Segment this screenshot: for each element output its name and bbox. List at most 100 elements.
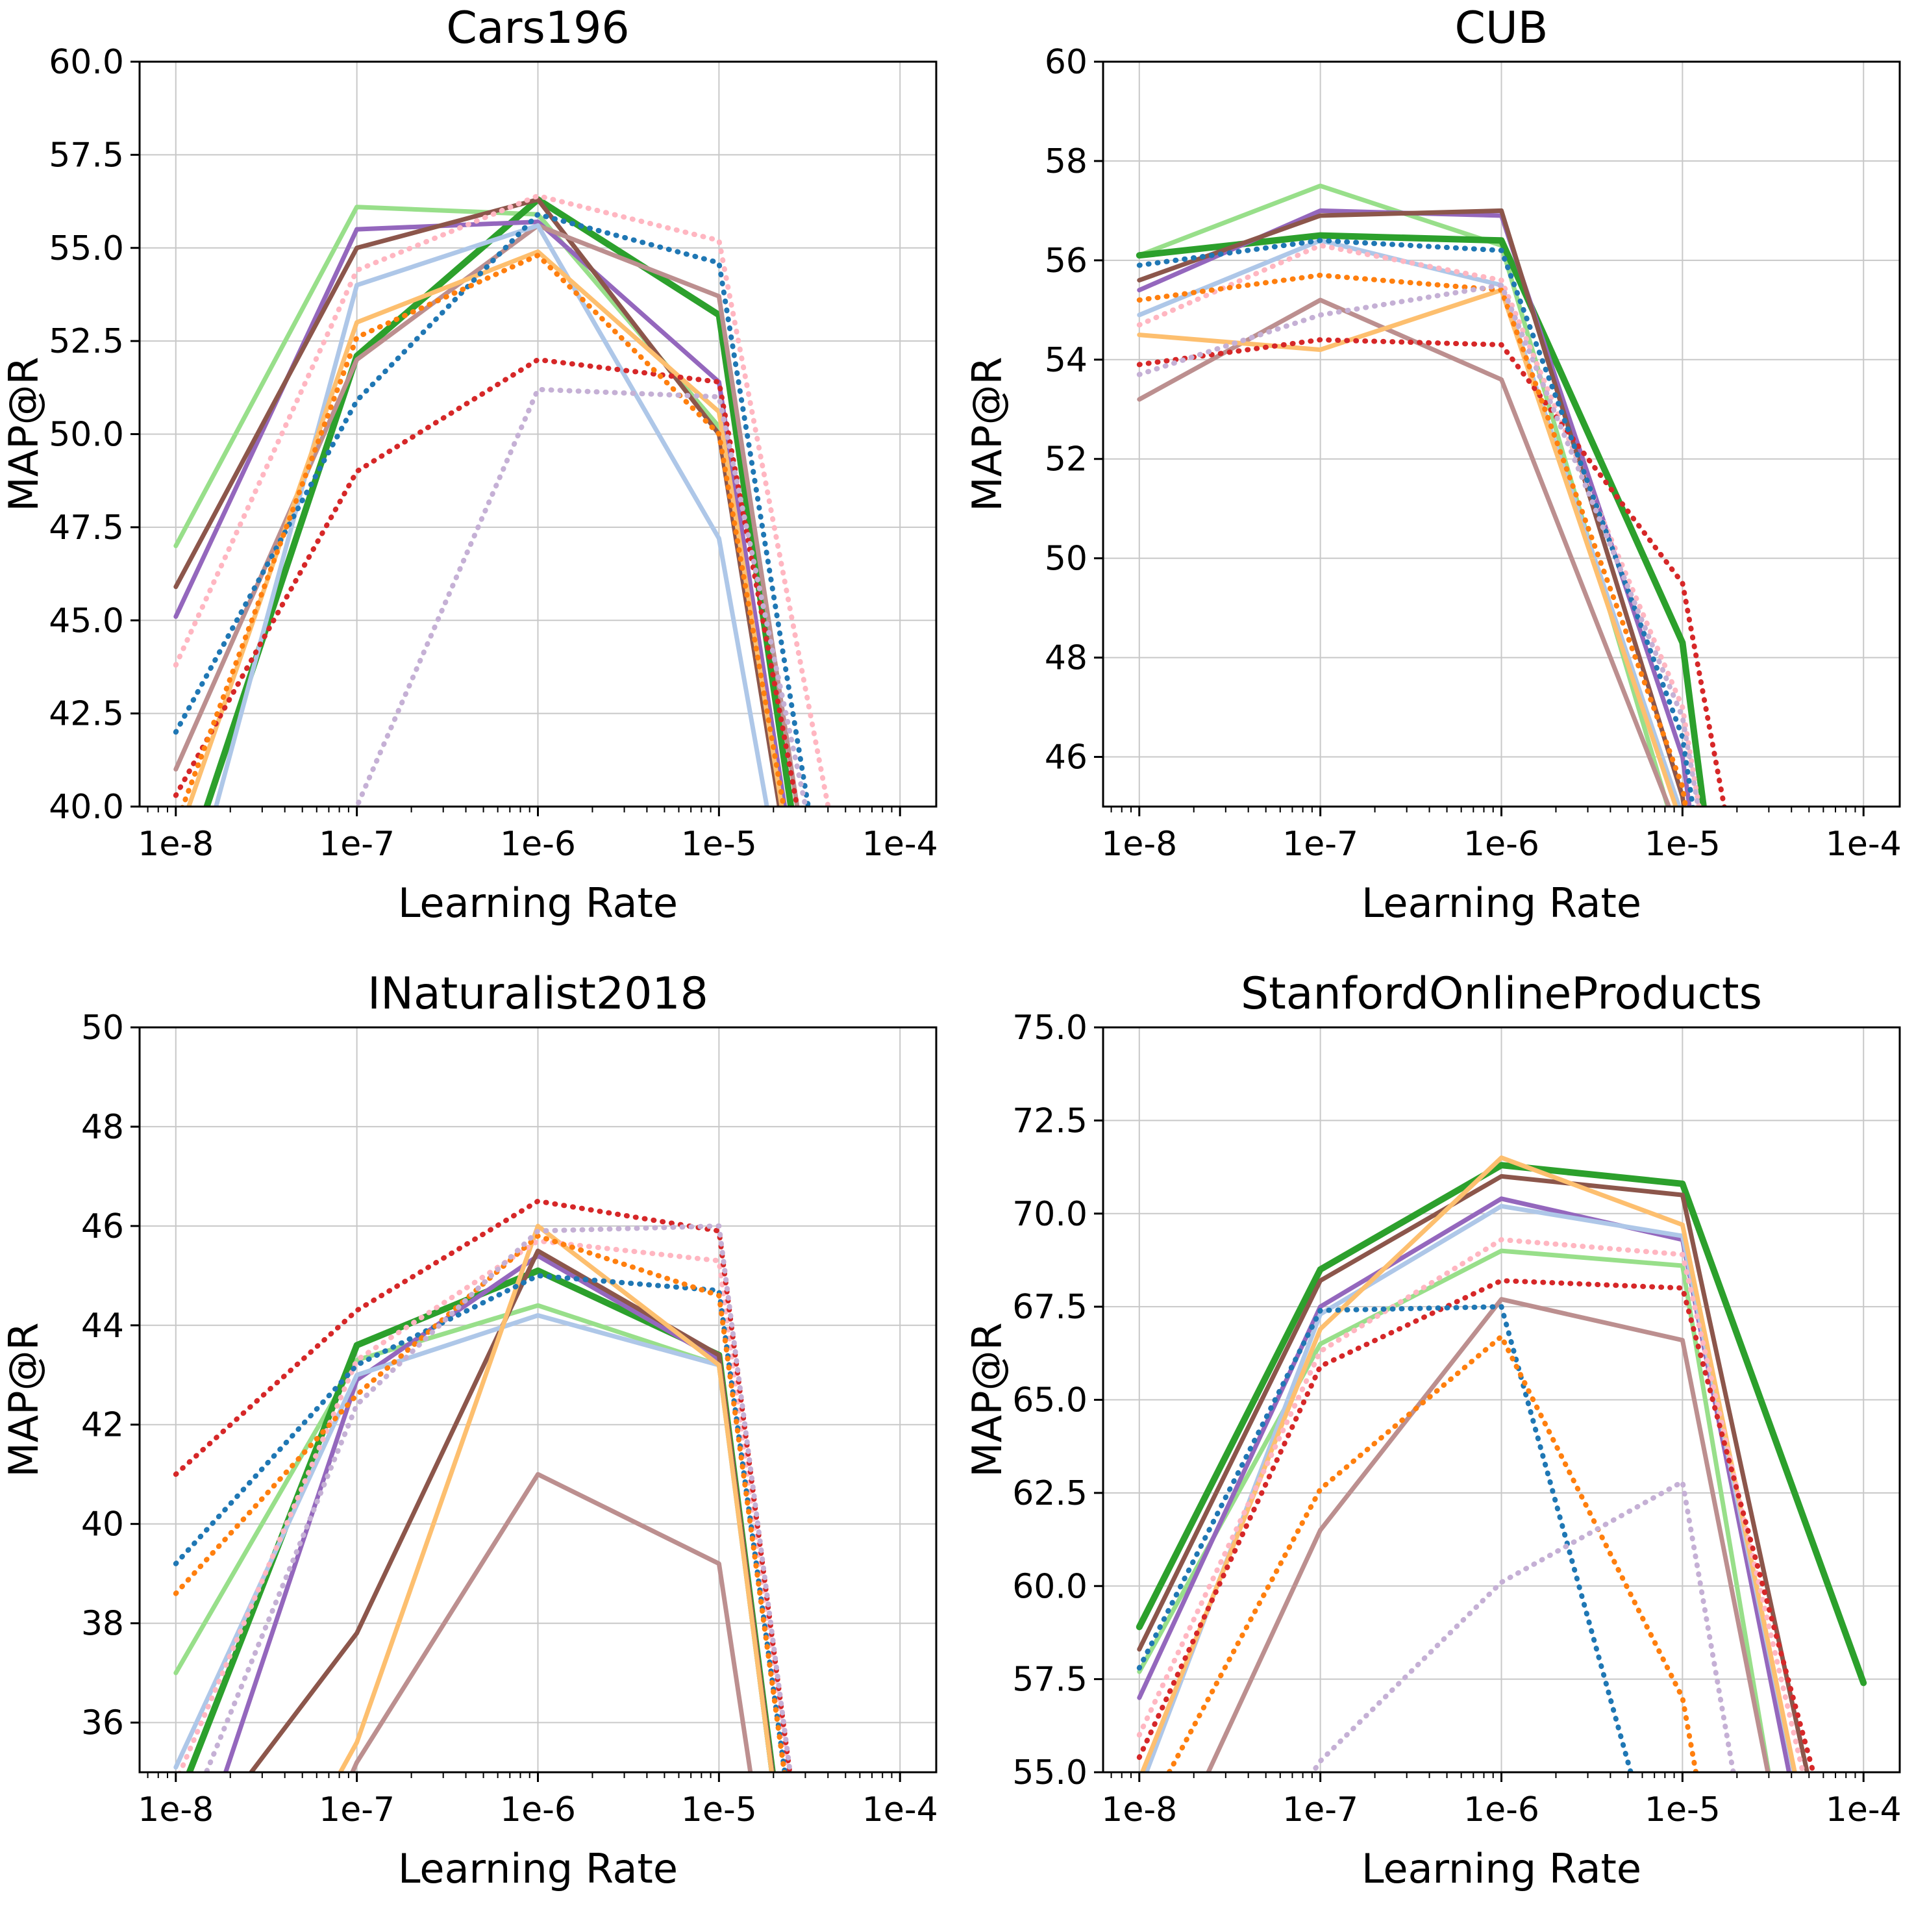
y-tick-label: 57.5 [1012,1661,1088,1700]
series-line-orange-dotted [1166,1334,1699,1772]
series-line-light-orange-solid [338,1223,774,1772]
x-tick-label: 1e-7 [319,1790,395,1829]
x-axis-label: Learning Rate [398,879,678,927]
x-axis-label: Learning Rate [1361,879,1641,927]
y-axis-label: MAP@R [0,357,47,511]
chart-inaturalist2018: 36 38 40 42 44 46 48 50 1e-8 1e-7 1e-6 1e-5 1e-4 INat… [0,968,938,1892]
x-tick-label: 1e-6 [500,825,576,864]
y-tick-label: 38 [81,1605,124,1644]
x-tick-label: 1e-6 [1463,825,1539,864]
series-line-lavender-dotted [1310,1479,1736,1772]
series-group [173,193,831,807]
x-tick-label: 1e-4 [862,825,938,864]
x-tick-label: 1e-7 [1282,1790,1358,1829]
x-axis-label: Learning Rate [1361,1845,1641,1892]
x-tick-label: 1e-4 [862,1790,938,1829]
x-tick-label: 1e-8 [138,825,214,864]
x-tick-label: 1e-7 [319,825,395,864]
x-axis-label: Learning Rate [398,1845,678,1892]
y-tick-label: 44 [81,1307,124,1346]
y-tick-label: 45.0 [49,601,124,640]
y-tick-label: 36 [81,1704,124,1743]
series-line-red-dotted [173,357,800,807]
subplot-stanfordonlineproducts: 55.0 57.5 60.0 62.5 65.0 67.5 70.0 72.5 75.0 1e-8… [964,966,1927,1931]
series-line-teal-dotted [173,212,811,807]
y-tick-label: 67.5 [1012,1288,1088,1327]
series-line-orange-dotted [173,1233,788,1772]
y-tick-label: 47.5 [49,508,124,547]
y-tick-label: 40 [81,1505,124,1544]
series-line-pink-dotted [173,193,831,807]
y-tick-label: 58 [1045,142,1088,181]
chart-title: Cars196 [446,3,629,54]
y-tick-label: 48 [81,1108,124,1147]
y-tick-label: 75.0 [1012,1009,1088,1048]
chart-title: INaturalist2018 [367,968,708,1020]
y-tick-label: 72.5 [1012,1101,1088,1140]
x-tick-label: 1e-6 [1463,1790,1539,1829]
subplot-inaturalist2018: 36 38 40 42 44 46 48 50 1e-8 1e-7 1e-6 1e-5 1e-4 INat… [0,966,964,1931]
y-tick-label: 46 [1045,738,1088,777]
x-tick-label: 1e-6 [500,1790,576,1829]
series-line-lavender-dotted [203,1223,793,1772]
y-tick-label: 70.0 [1012,1195,1088,1234]
series-line-teal-dotted [173,1273,788,1772]
x-tick-label: 1e-5 [681,825,757,864]
y-tick-label: 62.5 [1012,1474,1088,1513]
y-tick-label: 46 [81,1207,124,1246]
y-tick-label: 50 [1045,540,1088,579]
series-line-rosy-brown-solid [349,1472,753,1772]
y-tick-label: 56 [1045,242,1088,281]
y-tick-label: 55.0 [1012,1753,1088,1792]
subplot-cub: 46 48 50 52 54 56 58 60 1e-8 1e-7 1e-6 1e-5 1e-4 CUB L… [964,0,1927,966]
y-tick-label: 60 [1045,43,1088,82]
y-axis-label: MAP@R [0,1322,47,1477]
series-line-orange-dotted [1136,272,1689,807]
chart-title: StanfordOnlineProducts [1241,968,1762,1020]
series-line-dark-green-solid [1136,232,1707,807]
series-line-purple-solid [1137,1196,1792,1772]
y-tick-label: 55.0 [49,229,124,268]
x-tick-label: 1e-4 [1826,1790,1902,1829]
y-axis-label: MAP@R [964,1322,1011,1477]
y-tick-label: 42 [81,1406,124,1445]
series-line-lavender-dotted [1136,282,1701,807]
series-line-dark-brown-solid [248,1248,775,1772]
series-line-red-dotted [1136,1278,1816,1772]
chart-stanfordonlineproducts: 55.0 57.5 60.0 62.5 65.0 67.5 70.0 72.5 75.0 1e-8… [964,968,1902,1892]
series-group [1136,1155,1867,1772]
y-tick-label: 42.5 [49,695,124,734]
y-tick-label: 40.0 [49,788,124,827]
series-line-pink-dotted [1136,242,1702,807]
x-tick-label: 1e-8 [138,1790,214,1829]
series-line-red-dotted [173,1198,793,1772]
chart-cub: 46 48 50 52 54 56 58 60 1e-8 1e-7 1e-6 1e-5 1e-4 CUB L… [964,3,1902,927]
y-tick-label: 54 [1045,341,1088,380]
x-tick-label: 1e-4 [1826,825,1902,864]
series-line-dark-brown-solid [1137,208,1687,807]
y-axis-label: MAP@R [964,357,1011,511]
series-group [1136,183,1727,807]
x-tick-label: 1e-5 [1645,825,1721,864]
series-line-orange-dotted [180,253,787,807]
x-tick-label: 1e-8 [1101,825,1177,864]
series-line-dark-green-solid [1136,1162,1867,1687]
y-tick-label: 48 [1045,639,1088,678]
chart-cars196: 40.0 42.5 45.0 47.5 50.0 52.5 55.0 57.5 60.0 1e-8… [0,3,938,927]
series-line-light-green-solid [173,1303,774,1772]
y-tick-label: 65.0 [1012,1381,1088,1420]
y-tick-label: 57.5 [49,136,124,175]
series-group [173,1198,793,1772]
x-tick-label: 1e-5 [1645,1790,1721,1829]
series-line-teal-dotted [1136,238,1696,807]
series-line-teal-dotted [1136,1304,1634,1772]
y-tick-label: 50.0 [49,416,124,455]
y-tick-label: 52.5 [49,322,124,361]
y-tick-label: 50 [81,1009,124,1048]
chart-title: CUB [1455,3,1548,54]
x-tick-label: 1e-5 [681,1790,757,1829]
subplot-cars196: 40.0 42.5 45.0 47.5 50.0 52.5 55.0 57.5 60.0 1e-8… [0,0,964,966]
y-tick-label: 60.0 [1012,1567,1088,1606]
y-tick-label: 60.0 [49,43,124,82]
